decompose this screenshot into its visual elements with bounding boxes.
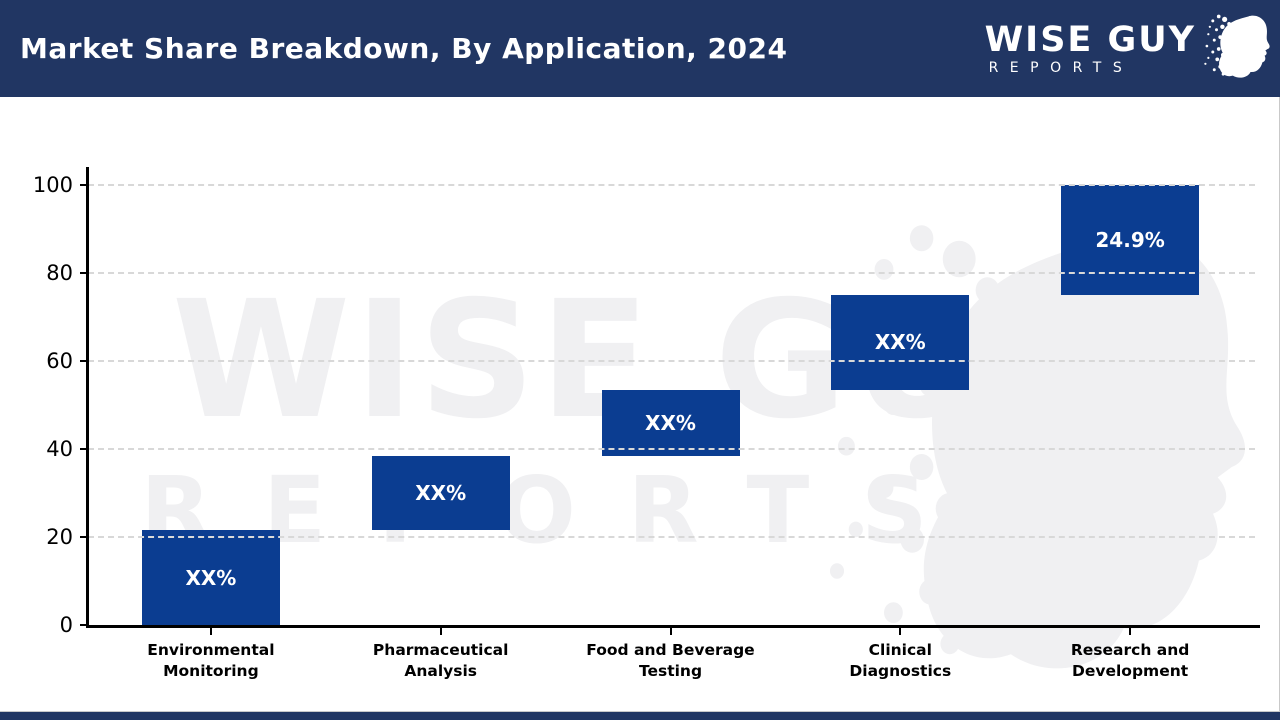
brand-logo-text: WISE GUY REPORTS — [984, 19, 1196, 76]
bar-environmental: XX% — [141, 530, 280, 625]
x-tick-3 — [899, 627, 902, 635]
x-category-label: Food and Beverage Testing — [586, 641, 755, 680]
gridline-y-60 — [88, 360, 1255, 362]
gridline-y-80 — [88, 272, 1255, 274]
x-tick-2 — [669, 627, 672, 635]
bar-value-label: XX% — [645, 411, 696, 436]
x-tick-4 — [1129, 627, 1132, 635]
footer-bar — [0, 712, 1280, 720]
x-category-label: Environmental Monitoring — [147, 641, 275, 680]
y-tick-label-80: 80 — [46, 261, 73, 285]
brand-subtitle: REPORTS — [988, 59, 1134, 76]
brand-name: WISE GUY — [984, 19, 1196, 60]
x-tick-1 — [439, 627, 442, 635]
y-tick-label-60: 60 — [46, 349, 73, 373]
gridline-y-20 — [88, 536, 1255, 538]
y-tick-20 — [80, 536, 87, 538]
x-axis-spine — [86, 625, 1260, 628]
brand-face-icon — [1204, 14, 1270, 78]
bar-research-and: 24.9% — [1061, 185, 1200, 295]
header: Market Share Breakdown, By Application, … — [0, 0, 1280, 97]
x-category-label: Pharmaceutical Analysis — [372, 641, 509, 680]
y-tick-60 — [80, 360, 87, 362]
bottom-border-line — [0, 711, 1280, 712]
x-category-label: Research and Development — [1070, 641, 1190, 680]
y-axis-spine — [86, 167, 89, 627]
page-title: Market Share Breakdown, By Application, … — [20, 32, 788, 65]
y-tick-40 — [80, 448, 87, 450]
y-tick-label-0: 0 — [59, 613, 73, 637]
bar-value-label: XX% — [874, 330, 926, 355]
gridline-y-100 — [88, 184, 1255, 186]
y-tick-label-40: 40 — [46, 437, 73, 461]
y-tick-100 — [80, 184, 87, 186]
bar-clinical: XX% — [831, 294, 970, 390]
bar-pharmaceutical: XX% — [371, 456, 510, 531]
bar-value-label: XX% — [185, 565, 237, 590]
y-tick-label-20: 20 — [46, 525, 73, 549]
x-tick-0 — [209, 627, 212, 635]
y-tick-80 — [80, 272, 87, 274]
gridline-y-40 — [88, 448, 1255, 450]
bar-food-and-beverage: XX% — [601, 389, 740, 457]
bar-value-label: XX% — [415, 481, 467, 506]
y-tick-label-100: 100 — [32, 173, 73, 197]
brand-logo: WISE GUY REPORTS — [985, 8, 1280, 90]
y-tick-0 — [80, 624, 87, 626]
bar-value-label: 24.9% — [1095, 227, 1165, 252]
x-category-label: Clinical Diagnostics — [849, 641, 952, 680]
